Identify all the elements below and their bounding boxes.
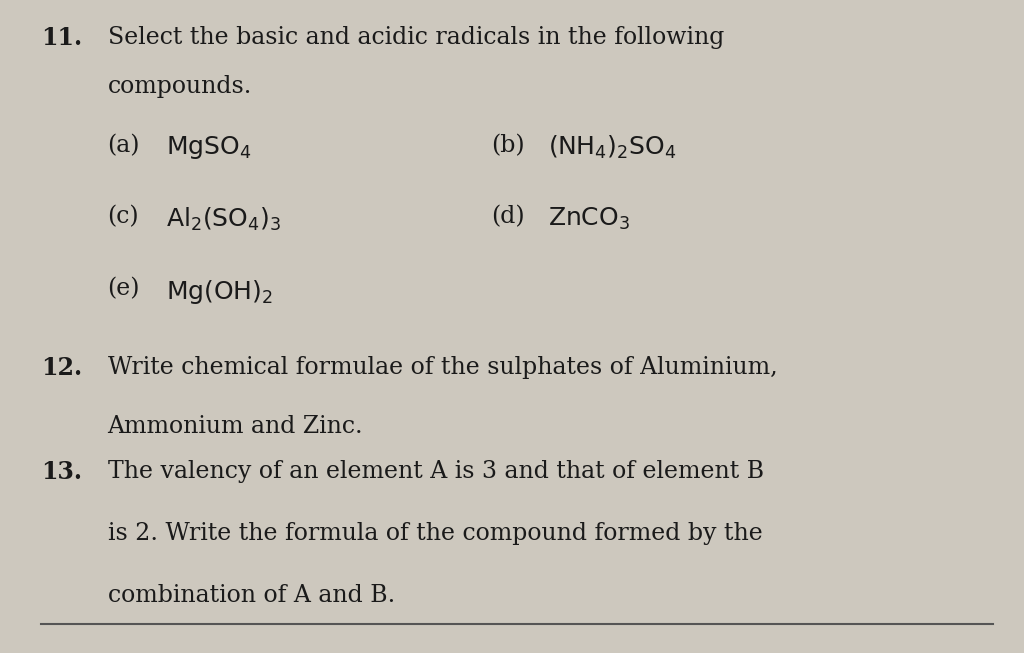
- Text: (a): (a): [108, 134, 140, 157]
- Text: Ammonium and Zinc.: Ammonium and Zinc.: [108, 415, 364, 438]
- Text: $\mathrm{(NH}_{\mathrm{4}}\mathrm{)}_{\mathrm{2}}\mathrm{SO}_{\mathrm{4}}$: $\mathrm{(NH}_{\mathrm{4}}\mathrm{)}_{\m…: [548, 134, 676, 161]
- Text: $\mathrm{Al}_{\mathrm{2}}\mathrm{(SO}_{\mathrm{4}}\mathrm{)}_{\mathrm{3}}$: $\mathrm{Al}_{\mathrm{2}}\mathrm{(SO}_{\…: [166, 206, 282, 233]
- Text: $\mathrm{Mg(OH)}_{\mathrm{2}}$: $\mathrm{Mg(OH)}_{\mathrm{2}}$: [166, 278, 273, 306]
- Text: (b): (b): [492, 134, 525, 157]
- Text: Select the basic and acidic radicals in the following: Select the basic and acidic radicals in …: [108, 26, 724, 49]
- Text: combination of A and B.: combination of A and B.: [108, 584, 395, 607]
- Text: (e): (e): [108, 278, 140, 300]
- Text: (c): (c): [108, 206, 139, 229]
- Text: 11.: 11.: [41, 26, 82, 50]
- Text: Write chemical formulae of the sulphates of Aluminium,: Write chemical formulae of the sulphates…: [108, 356, 777, 379]
- Text: 13.: 13.: [41, 460, 82, 485]
- Text: compounds.: compounds.: [108, 75, 252, 98]
- Text: (d): (d): [492, 206, 525, 229]
- Text: $\mathrm{ZnCO}_{\mathrm{3}}$: $\mathrm{ZnCO}_{\mathrm{3}}$: [548, 206, 630, 232]
- Text: 12.: 12.: [41, 356, 82, 380]
- Text: The valency of an element A is 3 and that of element B: The valency of an element A is 3 and tha…: [108, 460, 764, 483]
- Text: $\mathrm{MgSO}_{\mathrm{4}}$: $\mathrm{MgSO}_{\mathrm{4}}$: [166, 134, 251, 161]
- Text: is 2. Write the formula of the compound formed by the: is 2. Write the formula of the compound …: [108, 522, 762, 545]
